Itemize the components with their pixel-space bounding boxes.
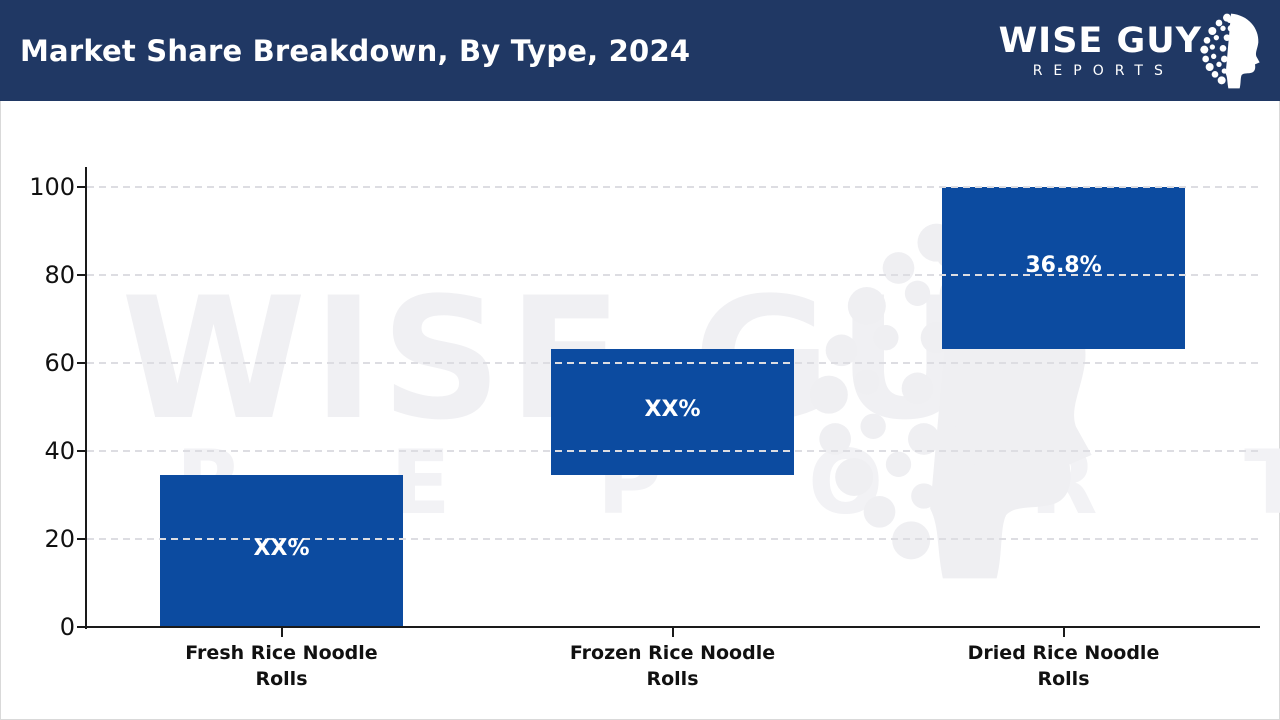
bar-value-label: 36.8% [1025,252,1102,278]
x-category-label: Fresh Rice Noodle Rolls [185,642,378,690]
gridline [87,274,1259,276]
chart-canvas: WISE GUY R E P O R T S 020406080100XX%Fr… [0,101,1280,720]
chart-title: Market Share Breakdown, By Type, 2024 [20,33,691,68]
gridline [87,186,1259,188]
logo-subtitle: REPORTS [1032,62,1174,79]
y-tick-label: 80 [44,261,75,289]
header-bar: Market Share Breakdown, By Type, 2024 WI… [0,0,1280,101]
dotted-head-icon [1192,11,1266,91]
y-tick-mark [77,538,85,540]
x-category-label: Frozen Rice Noodle Rolls [569,642,776,690]
y-tick-label: 40 [44,437,75,465]
x-tick-mark [671,628,674,637]
bar-value-label: XX% [644,397,701,423]
y-tick-label: 100 [29,173,75,201]
bar-segment [551,348,794,476]
gridline [87,450,1259,452]
gridline [87,538,1259,540]
y-tick-label: 20 [44,525,75,553]
bar-segment [160,475,403,627]
bar-value-label: XX% [253,536,310,562]
y-tick-mark [77,186,85,188]
x-tick-mark [280,628,283,637]
x-tick-mark [1062,628,1065,637]
wise-guy-logo: WISE GUY REPORTS [999,8,1266,94]
bar-segment [942,187,1185,349]
x-axis-line [85,626,1260,628]
y-tick-mark [77,450,85,452]
y-tick-mark [77,274,85,276]
y-tick-mark [77,362,85,364]
logo-wordmark: WISE GUY [998,21,1202,62]
y-tick-label: 0 [59,613,75,641]
logo-text: WISE GUY REPORTS [999,23,1202,79]
y-axis-line [85,167,87,629]
y-tick-mark [77,626,85,628]
gridline [87,362,1259,364]
y-tick-label: 60 [44,349,75,377]
x-category-label: Dried Rice Noodle Rolls [967,642,1160,690]
